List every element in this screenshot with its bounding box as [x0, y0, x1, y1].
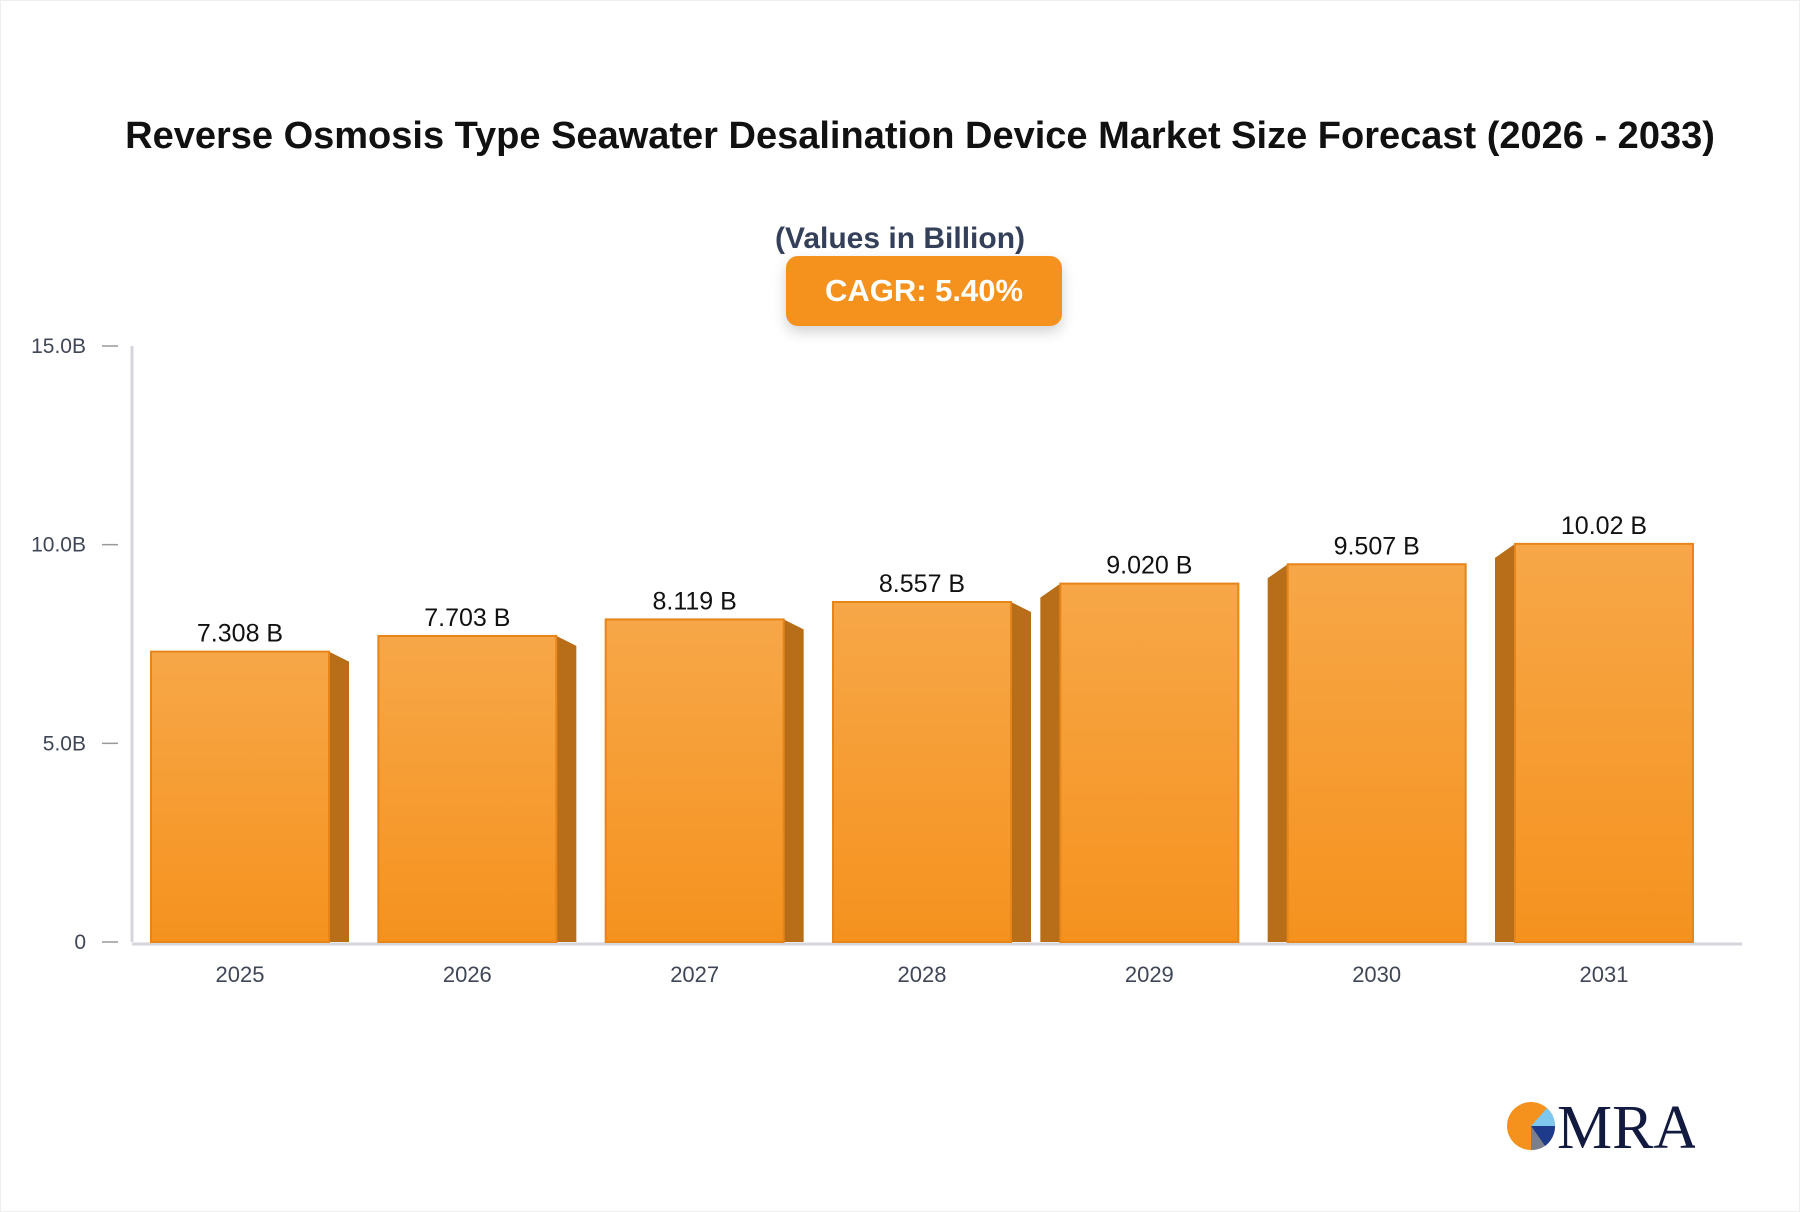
- data-label: 10.02 B: [1561, 512, 1647, 540]
- bar-side: [1040, 583, 1061, 942]
- x-tick-label: 2031: [1580, 962, 1629, 987]
- x-tick-label: 2025: [216, 962, 265, 987]
- data-label: 8.557 B: [879, 570, 965, 598]
- bar-side: [329, 651, 349, 942]
- bar: [377, 634, 558, 943]
- bar: [1286, 563, 1467, 943]
- bar-side: [556, 635, 577, 942]
- data-label: 7.308 B: [197, 620, 283, 648]
- bar: [1059, 582, 1240, 943]
- bar-group: 9.020 B 2029: [1040, 552, 1240, 987]
- bar-group: 7.308 B 2025: [150, 620, 349, 987]
- y-tick-label: 0: [74, 931, 86, 954]
- y-tick-label: 15.0B: [31, 335, 86, 358]
- x-tick-label: 2026: [443, 962, 492, 987]
- logo-text: MRA: [1557, 1096, 1695, 1156]
- bar-side: [1267, 564, 1288, 942]
- bar: [832, 601, 1012, 944]
- bar: [1514, 542, 1694, 943]
- bar-group: 7.703 B 2026: [377, 604, 577, 987]
- data-label: 9.020 B: [1106, 552, 1192, 580]
- bar-side: [1495, 543, 1515, 942]
- bar-group: 9.507 B 2030: [1267, 532, 1467, 987]
- chart-title: Reverse Osmosis Type Seawater Desalinati…: [125, 115, 1715, 157]
- data-label: 7.703 B: [424, 604, 510, 632]
- bar: [150, 650, 330, 943]
- bar-side: [783, 619, 804, 942]
- x-tick-label: 2029: [1125, 962, 1174, 987]
- x-tick-label: 2027: [670, 962, 719, 987]
- bar-group: 10.02 B 2031: [1495, 512, 1694, 987]
- x-tick-label: 2030: [1352, 962, 1401, 987]
- data-label: 8.119 B: [653, 587, 737, 615]
- bar: [604, 618, 785, 944]
- bar-group: 8.557 B 2028: [832, 570, 1031, 987]
- mra-logo: MRA: [1507, 1096, 1695, 1156]
- bar-side: [1011, 602, 1031, 942]
- data-label: 9.507 B: [1334, 532, 1420, 560]
- bar-group: 8.119 B 2027: [604, 587, 804, 987]
- chart-subtitle: (Values in Billion): [774, 222, 1026, 255]
- x-tick-label: 2028: [898, 962, 947, 987]
- y-tick-label: 5.0B: [43, 732, 86, 755]
- cagr-badge: CAGR: 5.40%: [786, 256, 1062, 326]
- y-tick-label: 10.0B: [31, 534, 86, 557]
